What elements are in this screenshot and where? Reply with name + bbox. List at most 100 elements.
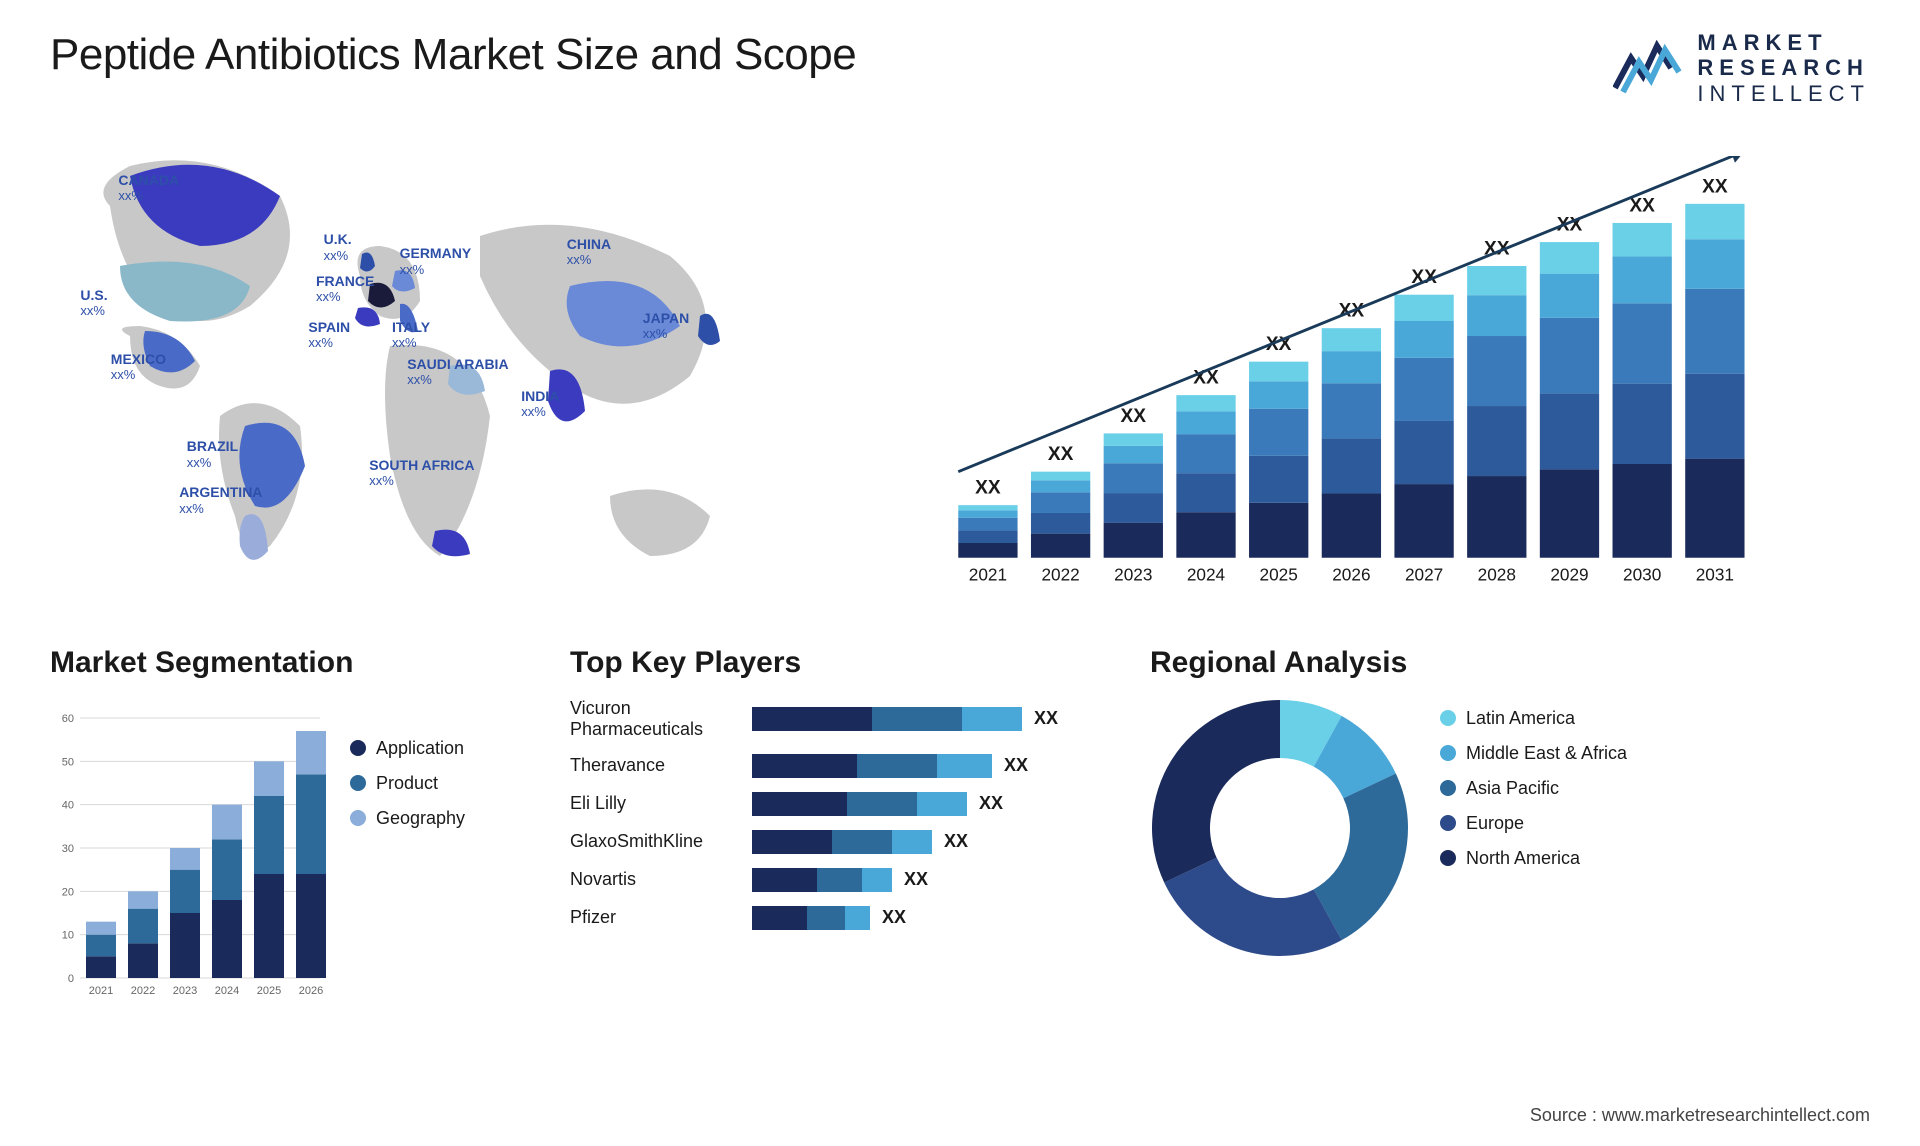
player-name: Vicuron Pharmaceuticals xyxy=(570,698,740,740)
bottom-row: Market Segmentation 01020304050602021202… xyxy=(50,646,1870,1066)
svg-text:2025: 2025 xyxy=(257,985,281,997)
svg-text:2021: 2021 xyxy=(969,565,1007,585)
players-panel: Top Key Players Vicuron PharmaceuticalsX… xyxy=(570,646,1110,1066)
legend-label: North America xyxy=(1466,848,1580,869)
player-bar xyxy=(752,906,870,930)
player-name: Novartis xyxy=(570,869,740,890)
svg-text:XX: XX xyxy=(1629,195,1655,216)
svg-text:2028: 2028 xyxy=(1478,565,1516,585)
top-row: CANADAxx% U.S.xx% MEXICOxx% BRAZILxx% ARGENT… xyxy=(50,136,1870,596)
legend-dot-icon xyxy=(1440,710,1456,726)
map-label: ARGENTINAxx% xyxy=(179,485,262,516)
player-value: XX xyxy=(1004,755,1028,776)
svg-text:30: 30 xyxy=(62,843,74,855)
map-label: BRAZILxx% xyxy=(187,439,238,470)
segmentation-title: Market Segmentation xyxy=(50,646,530,680)
svg-text:XX: XX xyxy=(975,478,1001,499)
logo-text: MARKET RESEARCH INTELLECT xyxy=(1697,30,1870,106)
map-label: FRANCExx% xyxy=(316,274,374,305)
world-map: CANADAxx% U.S.xx% MEXICOxx% BRAZILxx% ARGENT… xyxy=(50,136,810,596)
svg-text:50: 50 xyxy=(62,756,74,768)
svg-text:2022: 2022 xyxy=(1041,565,1079,585)
player-row: Vicuron PharmaceuticalsXX xyxy=(570,698,1110,740)
svg-text:2026: 2026 xyxy=(1332,565,1370,585)
player-row: GlaxoSmithKline XX xyxy=(570,830,1110,854)
svg-text:0: 0 xyxy=(68,973,74,985)
header: Peptide Antibiotics Market Size and Scop… xyxy=(50,30,1870,106)
svg-text:XX: XX xyxy=(1048,444,1074,465)
map-label: CANADAxx% xyxy=(118,173,179,204)
legend-label: Europe xyxy=(1466,813,1524,834)
player-bar xyxy=(752,830,932,854)
map-label: SAUDI ARABIAxx% xyxy=(407,357,508,388)
legend-dot-icon xyxy=(1440,815,1456,831)
player-row: Novartis XX xyxy=(570,868,1110,892)
legend-item: Application xyxy=(350,738,465,759)
map-label: CHINAxx% xyxy=(567,237,611,268)
svg-text:2027: 2027 xyxy=(1405,565,1443,585)
svg-text:2023: 2023 xyxy=(173,985,197,997)
legend-item: Middle East & Africa xyxy=(1440,743,1627,764)
legend-dot-icon xyxy=(350,810,366,826)
legend-item: Latin America xyxy=(1440,708,1627,729)
svg-text:10: 10 xyxy=(62,930,74,942)
legend-label: Application xyxy=(376,738,464,759)
map-label: SOUTH AFRICAxx% xyxy=(369,458,474,489)
growth-chart: XX2021XX2022XX2023XX2024XX2025XX2026XX20… xyxy=(850,136,1870,596)
legend-label: Product xyxy=(376,773,438,794)
player-row: Theravance XX xyxy=(570,754,1110,778)
legend-label: Middle East & Africa xyxy=(1466,743,1627,764)
player-row: Pfizer XX xyxy=(570,906,1110,930)
svg-text:2031: 2031 xyxy=(1696,565,1734,585)
svg-text:2026: 2026 xyxy=(299,985,323,997)
legend-item: North America xyxy=(1440,848,1627,869)
player-value: XX xyxy=(904,869,928,890)
map-label: ITALYxx% xyxy=(392,320,430,351)
svg-text:40: 40 xyxy=(62,800,74,812)
player-name: Pfizer xyxy=(570,907,740,928)
page-title: Peptide Antibiotics Market Size and Scop… xyxy=(50,30,856,80)
svg-text:2023: 2023 xyxy=(1114,565,1152,585)
regional-panel: Regional Analysis Latin AmericaMiddle Ea… xyxy=(1150,646,1870,1066)
player-bar xyxy=(752,868,892,892)
legend-dot-icon xyxy=(1440,850,1456,866)
svg-text:2022: 2022 xyxy=(131,985,155,997)
player-name: GlaxoSmithKline xyxy=(570,831,740,852)
map-label: U.K.xx% xyxy=(324,232,352,263)
logo-mark-icon xyxy=(1613,38,1683,98)
map-label: GERMANYxx% xyxy=(400,246,472,277)
map-label: INDIAxx% xyxy=(521,389,559,420)
source-label: Source : www.marketresearchintellect.com xyxy=(1530,1105,1870,1126)
player-value: XX xyxy=(882,907,906,928)
player-bar xyxy=(752,754,992,778)
svg-text:60: 60 xyxy=(62,713,74,725)
segmentation-panel: Market Segmentation 01020304050602021202… xyxy=(50,646,530,1066)
players-list: Vicuron PharmaceuticalsXXTheravanceXXEli… xyxy=(570,698,1110,930)
legend-label: Geography xyxy=(376,808,465,829)
svg-text:2029: 2029 xyxy=(1550,565,1588,585)
svg-text:2024: 2024 xyxy=(215,985,239,997)
legend-dot-icon xyxy=(1440,780,1456,796)
svg-text:XX: XX xyxy=(1702,176,1728,197)
player-bar xyxy=(752,792,967,816)
map-label: U.S.xx% xyxy=(80,288,107,319)
legend-item: Europe xyxy=(1440,813,1627,834)
players-title: Top Key Players xyxy=(570,646,1110,680)
legend-label: Asia Pacific xyxy=(1466,778,1559,799)
map-label: MEXICOxx% xyxy=(111,352,166,383)
legend-dot-icon xyxy=(1440,745,1456,761)
player-value: XX xyxy=(944,831,968,852)
map-label: JAPANxx% xyxy=(643,311,689,342)
player-name: Theravance xyxy=(570,755,740,776)
brand-logo: MARKET RESEARCH INTELLECT xyxy=(1613,30,1870,106)
player-value: XX xyxy=(979,793,1003,814)
svg-text:2021: 2021 xyxy=(89,985,113,997)
player-name: Eli Lilly xyxy=(570,793,740,814)
map-label: SPAINxx% xyxy=(308,320,350,351)
legend-item: Product xyxy=(350,773,465,794)
svg-text:2024: 2024 xyxy=(1187,565,1226,585)
regional-donut-svg xyxy=(1150,698,1410,958)
player-bar xyxy=(752,707,1022,731)
growth-chart-svg: XX2021XX2022XX2023XX2024XX2025XX2026XX20… xyxy=(850,156,1870,596)
player-row: Eli Lilly XX xyxy=(570,792,1110,816)
